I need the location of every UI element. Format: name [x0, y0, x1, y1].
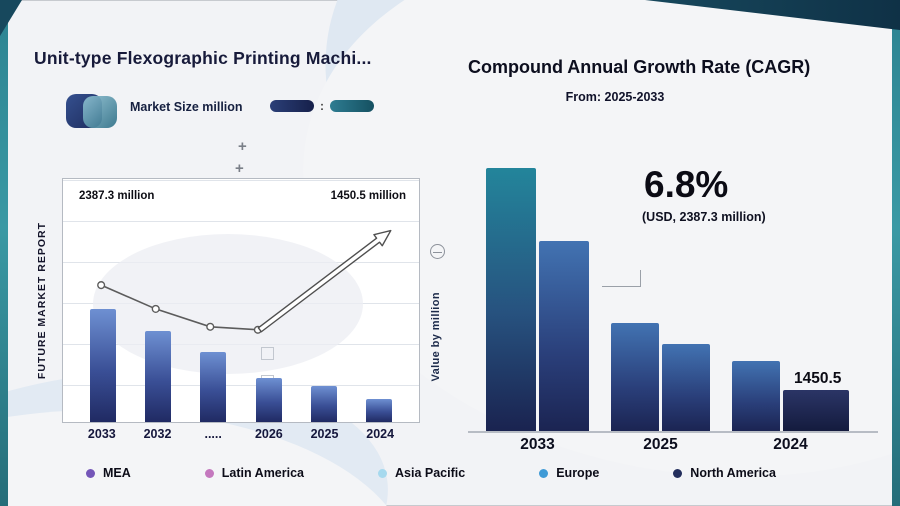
right-bar-2024-2: [783, 390, 849, 431]
right-x-axis-line: [468, 431, 878, 433]
left-axis-label: 2025: [310, 427, 339, 441]
left-axis-label: 2026: [254, 427, 283, 441]
left-bar-column: [130, 179, 185, 422]
cagr-value: 6.8%: [644, 164, 729, 205]
legend-dot-icon: [204, 468, 214, 478]
left-bar-column: [75, 179, 130, 422]
right-bar-2024-1: [732, 360, 780, 431]
top-left-corner-band: [0, 0, 22, 36]
right-chart-title: Compound Annual Growth Rate (CAGR): [468, 57, 811, 77]
left-bar-2025: [310, 385, 337, 422]
left-bar-column: [241, 179, 296, 422]
database-icon: [66, 92, 122, 130]
pill-navy: [270, 100, 314, 112]
right-bars-container: [470, 160, 876, 431]
right-y-axis-label: Value by million: [430, 292, 442, 382]
right-edge-strip: [892, 0, 900, 506]
chart-background-blob: [93, 234, 363, 374]
market-size-legend-label: Market Size million: [130, 100, 243, 114]
left-x-axis-labels: 2033 2032..... 2026 2025 2024: [74, 427, 408, 441]
left-axis-label: .....: [204, 427, 222, 441]
right-bar-2033-2: [539, 241, 589, 431]
start-value-annotation: 2387.3 million: [79, 190, 155, 202]
right-bar-2025-1: [611, 322, 659, 431]
legend-item-europe: Europe: [539, 466, 599, 480]
legend-item-north-america: North America: [673, 466, 776, 480]
circle-minus-icon: [430, 244, 445, 259]
pill-separator: :: [320, 99, 324, 113]
left-axis-label: 2024: [366, 427, 395, 441]
left-bar-2032: [144, 330, 171, 422]
cagr-detail: (USD, 2387.3 million): [642, 210, 766, 224]
left-bar-2024: [366, 398, 393, 422]
right-bar-2025-2: [662, 344, 710, 431]
pill-teal: [330, 100, 374, 112]
legend-item-latin-america: Latin America: [204, 466, 304, 480]
side-report-label: FUTURE MARKET REPORT: [36, 222, 48, 380]
step-line-decor: [602, 270, 641, 287]
trend-line-with-arrow-icon: [97, 229, 392, 334]
legend-dot-icon: [86, 468, 95, 478]
right-axis-label: 2024: [773, 436, 808, 453]
left-edge-strip: [0, 0, 8, 506]
plus-decor: +: [235, 160, 244, 177]
right-axis-label: 2033: [520, 436, 555, 453]
legend-dot-icon: [378, 468, 388, 478]
legend-label: Latin America: [221, 466, 304, 480]
right-bar-group-2033: [486, 160, 589, 431]
legend-dot-icon: [539, 468, 549, 478]
right-bar-2033-1: [486, 168, 536, 431]
legend-label: North America: [690, 466, 776, 480]
right-axis-label: 2025: [643, 436, 678, 453]
right-chart-subtitle: From: 2025-2033: [565, 90, 665, 104]
left-bars-container: [75, 179, 407, 422]
legend-item-mea: MEA: [86, 466, 131, 480]
right-bar-group-2024: [732, 160, 849, 431]
right-bar-group-2025: [611, 160, 710, 431]
left-axis-label: 2033: [87, 427, 116, 441]
end-value-annotation: 1450.5 million: [330, 190, 406, 202]
left-chart-title: Unit-type Flexographic Printing Machi...: [34, 48, 372, 68]
bar-value-annotation: 1450.5: [794, 370, 842, 387]
legend-item-asia-pacific: Asia Pacific: [378, 466, 465, 480]
left-bar-column: [296, 179, 351, 422]
left-bar-2026: [255, 378, 282, 422]
decor-pills: :: [270, 99, 374, 113]
plus-decor: +: [238, 138, 247, 155]
legend-label: MEA: [103, 466, 131, 480]
legend-label: Asia Pacific: [395, 466, 466, 480]
left-bar-2033: [89, 309, 116, 422]
left-bar-column: [352, 179, 407, 422]
region-legend: MEA Latin America Asia Pacific Europe North …: [86, 466, 776, 480]
left-bar-.....: [200, 351, 227, 422]
left-axis-label: 2032: [143, 427, 172, 441]
left-chart-frame: 2387.3 million 1450.5 million: [62, 178, 420, 423]
left-bar-column: [186, 179, 241, 422]
legend-dot-icon: [673, 468, 683, 478]
database-icon-front: [83, 96, 117, 128]
legend-label: Europe: [556, 466, 600, 480]
right-x-axis-labels: 2033 2025 2024: [486, 436, 849, 454]
square-decor-icon: [261, 347, 274, 360]
